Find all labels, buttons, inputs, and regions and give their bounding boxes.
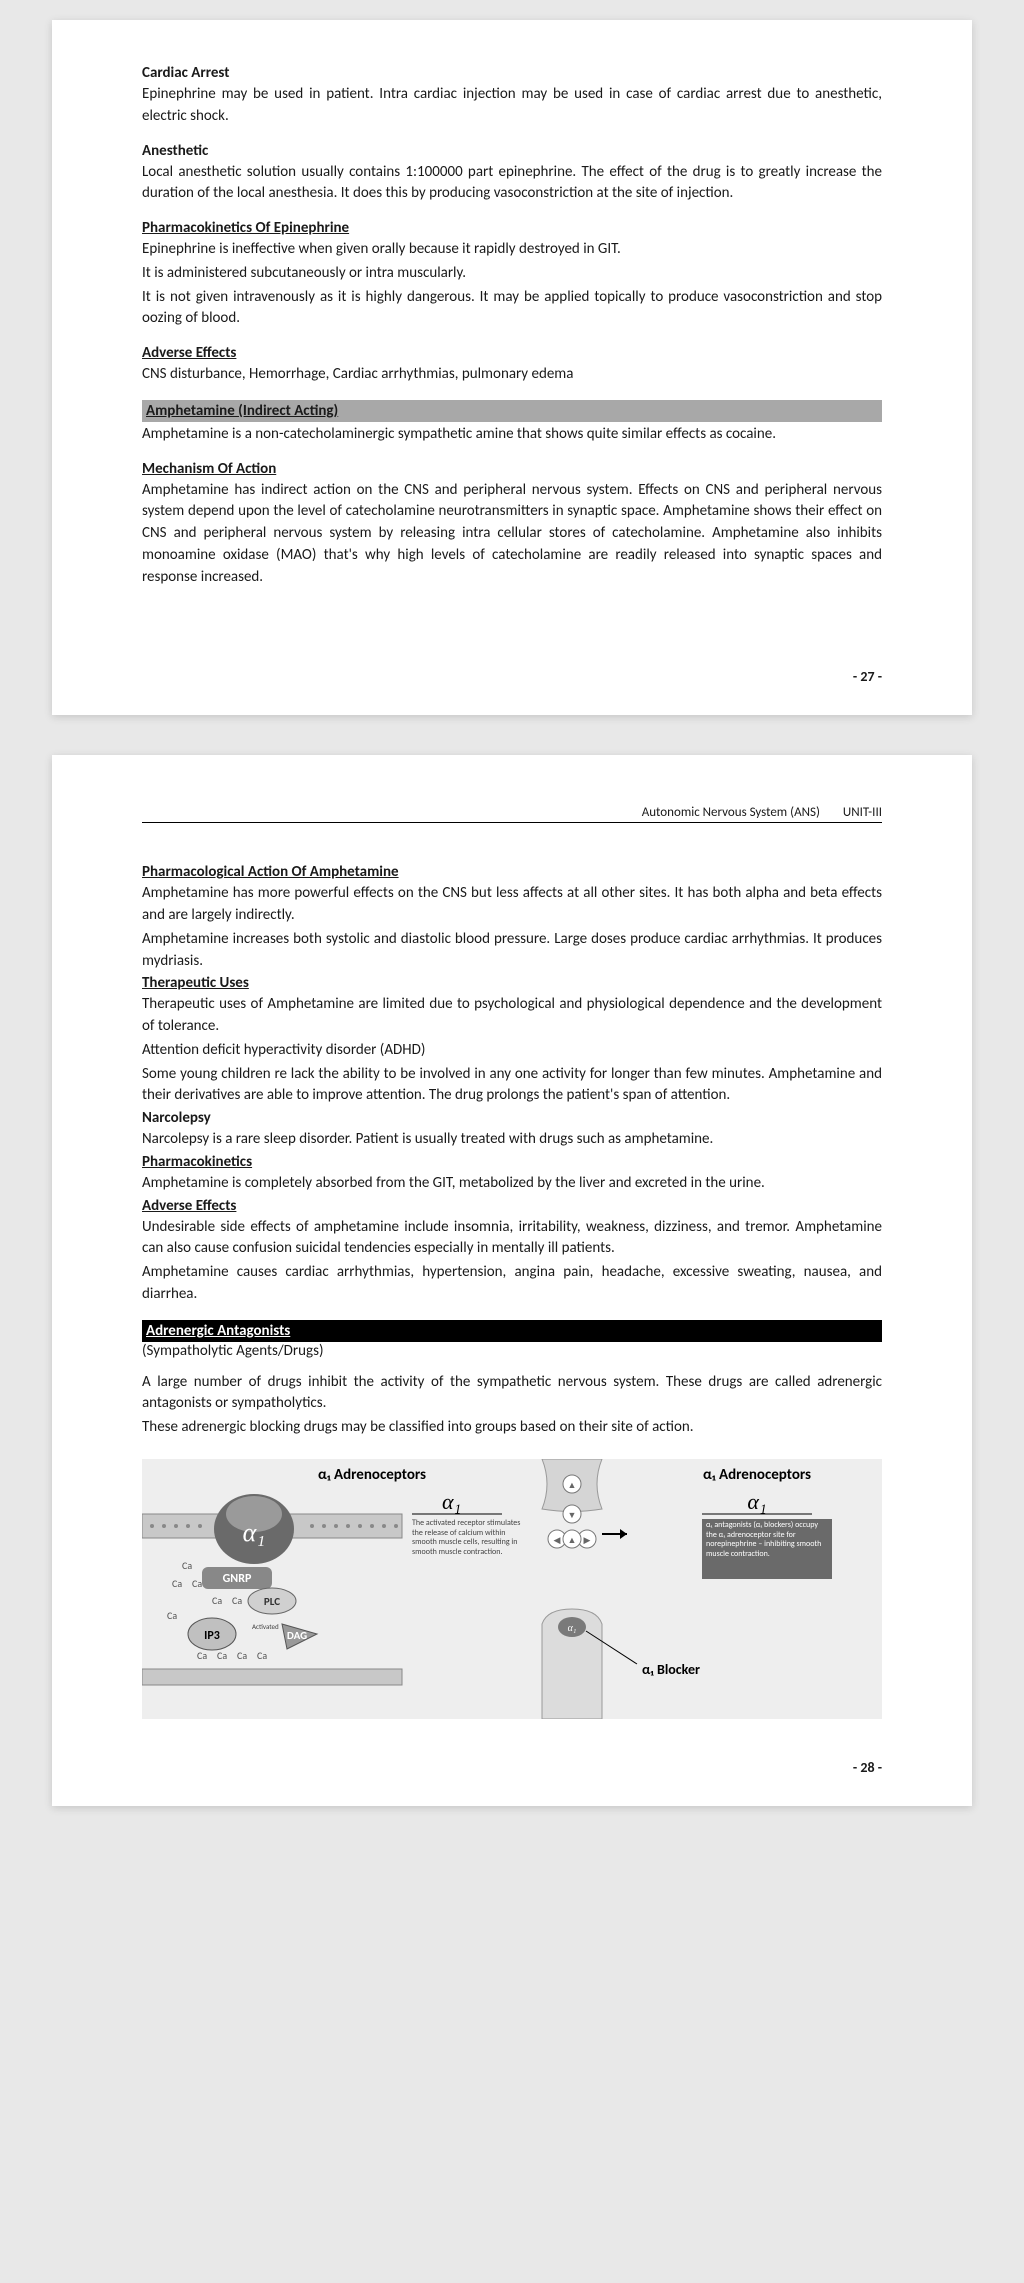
text-cardiac-arrest: Epinephrine may be used in patient. Intr… (142, 84, 882, 128)
text-pharm-action-2: Amphetamine increases both systolic and … (142, 929, 882, 973)
heading-mechanism: Mechanism Of Action (142, 460, 882, 478)
text-antagonists-1: A large number of drugs inhibit the acti… (142, 1372, 882, 1416)
page-27: Cardiac Arrest Epinephrine may be used i… (52, 20, 972, 715)
diagram-gnrp-label: GNRP (223, 1572, 252, 1586)
diagram-ca-2: Ca (172, 1577, 182, 1590)
text-narcolepsy: Narcolepsy is a rare sleep disorder. Pat… (142, 1129, 882, 1151)
text-pk-amph: Amphetamine is completely absorbed from … (142, 1173, 882, 1195)
text-pk-epi-2: It is administered subcutaneously or int… (142, 263, 882, 285)
diagram-right-desc: α₁ antagonists (α₁ blockers) occupy the … (706, 1521, 828, 1559)
diagram-ca-8: Ca (217, 1649, 227, 1662)
text-adhd-title: Attention deficit hyperactivity disorder… (142, 1040, 882, 1062)
header-ans: Autonomic Nervous System (ANS) (642, 805, 820, 820)
diagram-left-heading: α₁ Adrenoceptors (318, 1466, 426, 1484)
adrenoceptor-diagram: α₁ GNRP PLC IP3 Activated DAG Ca Ca Ca C… (142, 1459, 882, 1719)
diagram-activated-label: Activated (252, 1622, 279, 1631)
text-adhd-body: Some young children re lack the ability … (142, 1064, 882, 1108)
text-adverse-effects: CNS disturbance, Hemorrhage, Cardiac arr… (142, 364, 882, 386)
heading-narcolepsy: Narcolepsy (142, 1109, 882, 1127)
diagram-ca-7: Ca (197, 1649, 207, 1662)
text-pk-epi-1: Epinephrine is ineffective when given or… (142, 239, 882, 261)
text-anesthetic: Local anesthetic solution usually contai… (142, 162, 882, 206)
page-header: Autonomic Nervous System (ANS) UNIT-III (142, 805, 882, 823)
header-unit: UNIT-III (843, 805, 882, 820)
diagram-ip3-label: IP3 (204, 1629, 220, 1643)
text-pk-epi-3: It is not given intravenously as it is h… (142, 287, 882, 331)
svg-text:▲: ▲ (568, 1480, 577, 1491)
text-antagonists-2: These adrenergic blocking drugs may be c… (142, 1417, 882, 1439)
diagram-ca-3: Ca (192, 1577, 202, 1590)
diagram-left-desc: The activated receptor stimulates the re… (412, 1519, 522, 1557)
heading-adrenergic-antagonists: Adrenergic Antagonists (142, 1320, 882, 1342)
diagram-ca-4: Ca (212, 1594, 222, 1607)
heading-pk-amph: Pharmacokinetics (142, 1153, 882, 1171)
text-mechanism: Amphetamine has indirect action on the C… (142, 480, 882, 589)
heading-pharm-action: Pharmacological Action Of Amphetamine (142, 863, 882, 881)
diagram-svg: α₁ GNRP PLC IP3 Activated DAG Ca Ca Ca C… (142, 1459, 882, 1719)
page-28: Autonomic Nervous System (ANS) UNIT-III … (52, 755, 972, 1806)
heading-adverse-amph: Adverse Effects (142, 1197, 882, 1215)
diagram-dag-label: DAG (287, 1629, 307, 1642)
svg-text:◀: ◀ (554, 1535, 561, 1546)
subtitle-sympatholytic: (Sympatholytic Agents/Drugs) (142, 1342, 882, 1360)
heading-therapeutic-uses: Therapeutic Uses (142, 974, 882, 992)
svg-text:α₁: α₁ (568, 1623, 577, 1634)
heading-cardiac-arrest: Cardiac Arrest (142, 64, 882, 82)
heading-adverse-effects: Adverse Effects (142, 344, 882, 362)
diagram-blocker-label: α₁ Blocker (642, 1661, 700, 1678)
svg-text:▼: ▼ (568, 1510, 577, 1521)
heading-anesthetic: Anesthetic (142, 142, 882, 160)
diagram-ca-6: Ca (167, 1609, 177, 1622)
diagram-ca-5: Ca (232, 1594, 242, 1607)
svg-text:▶: ▶ (584, 1535, 591, 1546)
text-adverse-amph-2: Amphetamine causes cardiac arrhythmias, … (142, 1262, 882, 1306)
text-pharm-action-1: Amphetamine has more powerful effects on… (142, 883, 882, 927)
diagram-plc-label: PLC (264, 1595, 280, 1608)
diagram-ca-1: Ca (182, 1559, 192, 1572)
svg-text:▲: ▲ (568, 1535, 577, 1546)
diagram-right-heading: α₁ Adrenoceptors (703, 1466, 811, 1484)
diagram-ca-10: Ca (257, 1649, 267, 1662)
diagram-ca-9: Ca (237, 1649, 247, 1662)
text-amphetamine-intro: Amphetamine is a non-catecholaminergic s… (142, 424, 882, 446)
page-number-28: - 28 - (142, 1759, 882, 1776)
diagram-left-alpha-big: α₁ (243, 1518, 266, 1547)
heading-pharmacokinetics-epi: Pharmacokinetics Of Epinephrine (142, 219, 882, 237)
diagram-right-alpha-box: α₁ (747, 1489, 766, 1514)
heading-amphetamine: Amphetamine (Indirect Acting) (142, 400, 882, 422)
diagram-left-alpha-box: α₁ (442, 1489, 461, 1514)
page-number-27: - 27 - (142, 668, 882, 685)
text-therapeutic-1: Therapeutic uses of Amphetamine are limi… (142, 994, 882, 1038)
text-adverse-amph-1: Undesirable side effects of amphetamine … (142, 1217, 882, 1261)
